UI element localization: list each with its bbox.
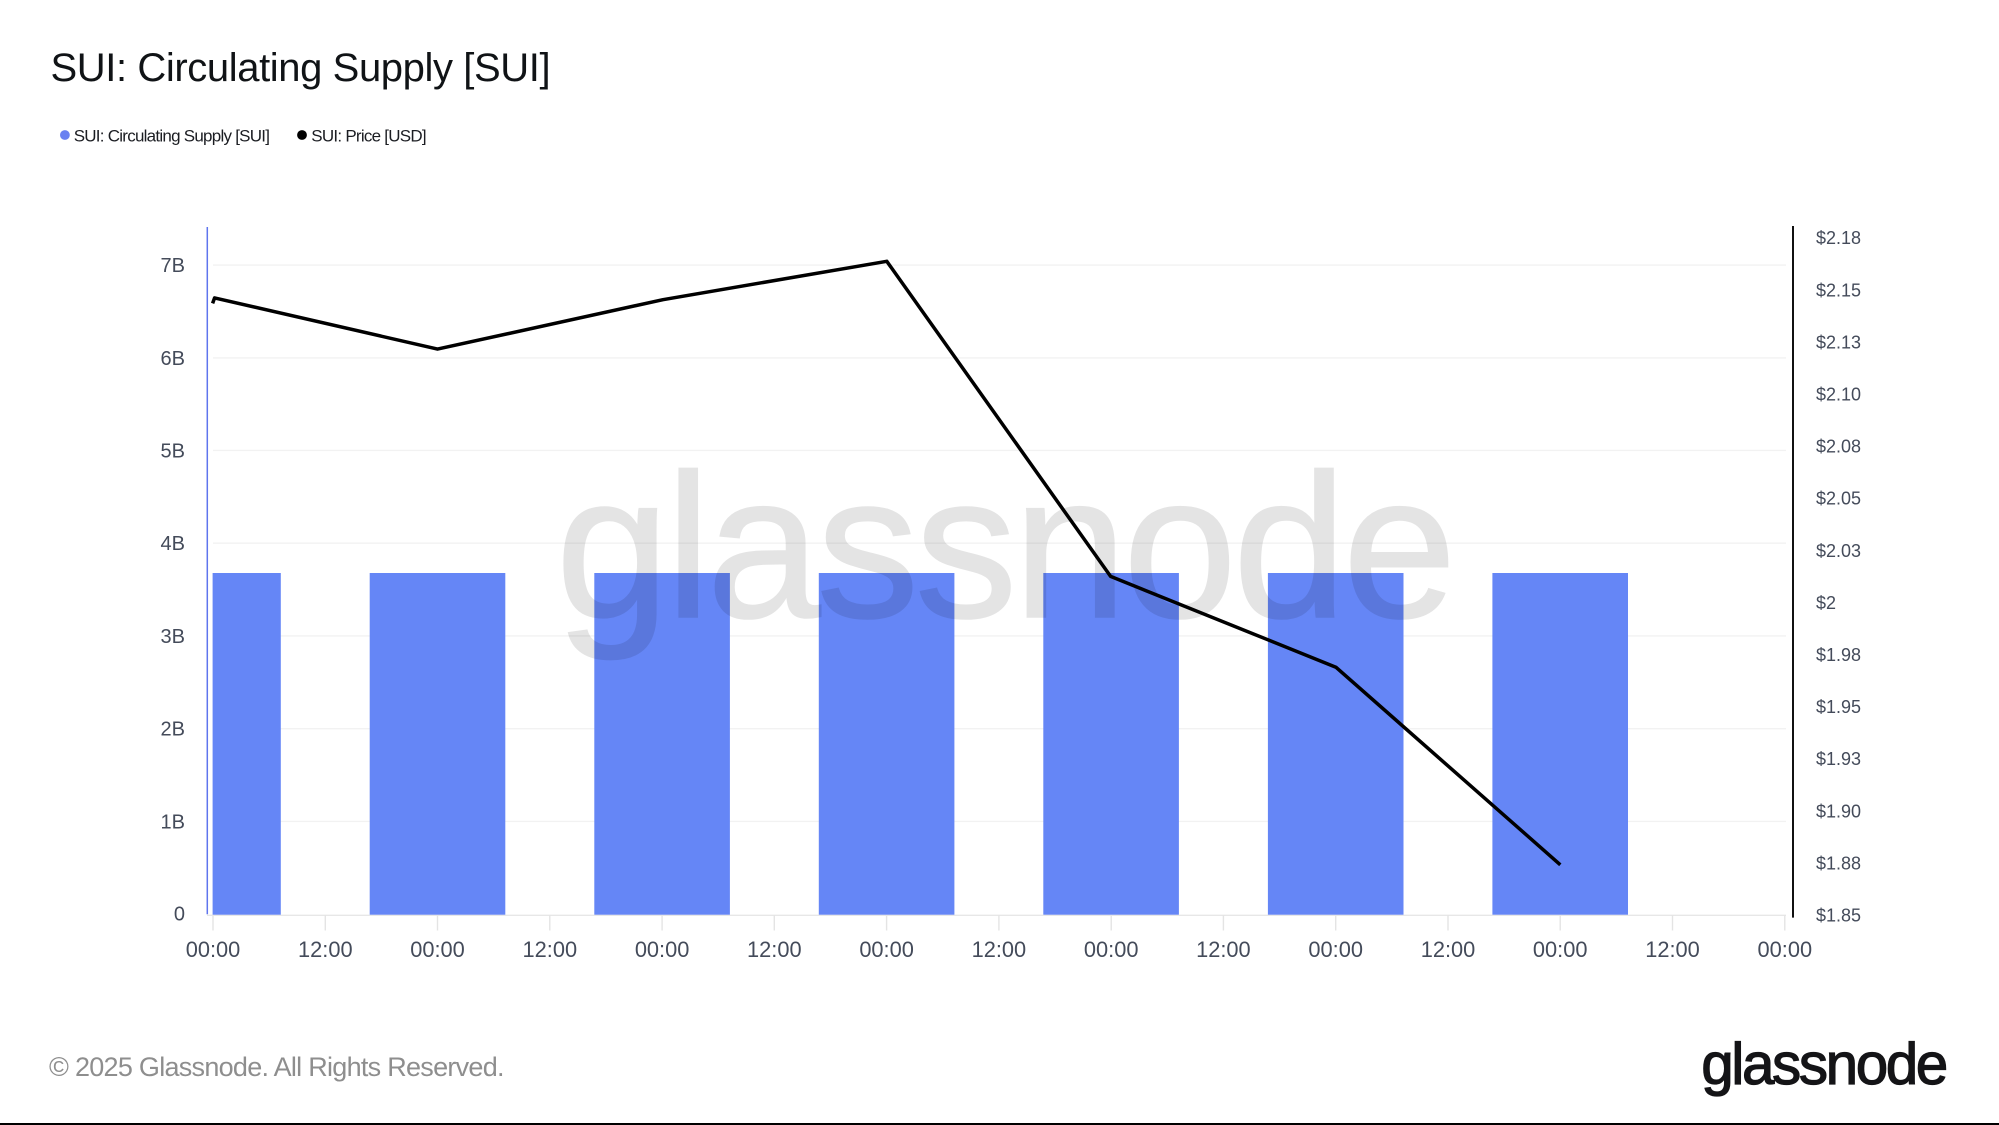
svg-text:$1.98: $1.98 [1816,645,1861,665]
svg-text:SUI: Circulating Supply [SUI]: SUI: Circulating Supply [SUI] [51,46,551,90]
svg-text:$2.03: $2.03 [1816,541,1861,561]
svg-text:$2.10: $2.10 [1816,385,1861,405]
svg-text:00:00: 00:00 [1308,937,1363,962]
svg-text:$2.08: $2.08 [1816,437,1861,457]
svg-text:12:00: 12:00 [747,937,802,962]
svg-text:$2: $2 [1816,593,1836,613]
svg-text:1B: 1B [161,811,185,833]
svg-text:00:00: 00:00 [186,937,241,962]
svg-text:6B: 6B [161,348,185,370]
svg-text:© 2025 Glassnode. All Rights R: © 2025 Glassnode. All Rights Reserved. [49,1052,504,1082]
svg-text:3B: 3B [161,626,185,648]
svg-text:2B: 2B [161,719,185,741]
svg-text:$1.90: $1.90 [1816,801,1861,821]
svg-text:12:00: 12:00 [523,937,578,962]
svg-text:00:00: 00:00 [410,937,465,962]
svg-text:glassnode: glassnode [1701,1032,1946,1097]
svg-text:7B: 7B [161,255,185,277]
svg-text:12:00: 12:00 [298,937,353,962]
svg-text:00:00: 00:00 [1084,937,1139,962]
svg-text:$2.18: $2.18 [1816,228,1861,248]
svg-text:$1.95: $1.95 [1816,697,1861,717]
svg-text:$1.88: $1.88 [1816,853,1861,873]
svg-text:5B: 5B [161,440,185,462]
svg-text:12:00: 12:00 [972,937,1027,962]
svg-text:4B: 4B [161,533,185,555]
svg-text:12:00: 12:00 [1645,937,1700,962]
svg-text:00:00: 00:00 [1758,937,1813,962]
svg-text:00:00: 00:00 [635,937,690,962]
svg-text:00:00: 00:00 [859,937,914,962]
svg-text:glassnode: glassnode [556,432,1453,661]
svg-text:$1.93: $1.93 [1816,749,1861,769]
svg-text:00:00: 00:00 [1533,937,1588,962]
svg-text:0: 0 [174,904,185,926]
svg-text:$2.15: $2.15 [1816,280,1861,300]
svg-text:SUI: Price [USD]: SUI: Price [USD] [311,126,426,145]
svg-text:SUI: Circulating Supply [SUI]: SUI: Circulating Supply [SUI] [74,126,270,145]
svg-text:12:00: 12:00 [1196,937,1251,962]
svg-text:$1.85: $1.85 [1816,906,1861,926]
svg-text:$2.05: $2.05 [1816,489,1861,509]
svg-text:$2.13: $2.13 [1816,332,1861,352]
svg-text:12:00: 12:00 [1421,937,1476,962]
